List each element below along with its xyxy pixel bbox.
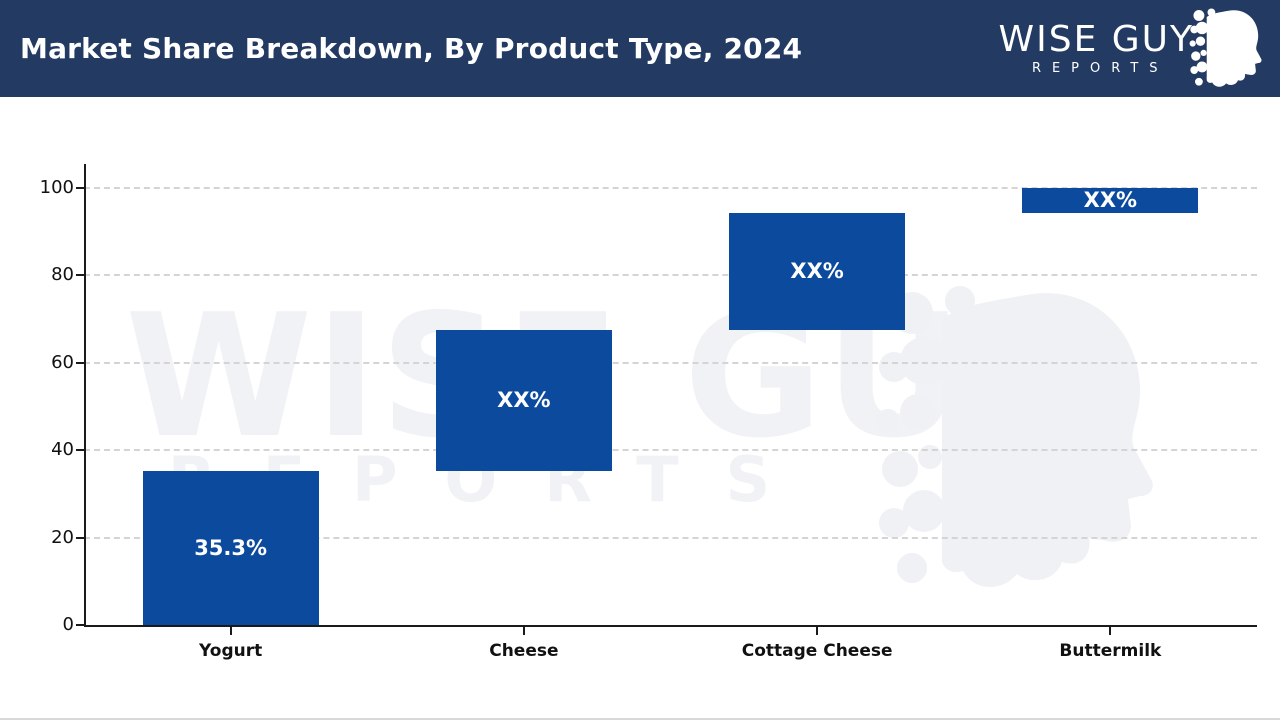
x-axis-line	[84, 625, 1257, 627]
y-tick-mark	[76, 187, 84, 189]
gridline-20	[84, 536, 1257, 539]
y-tick-label: 60	[51, 351, 74, 373]
y-tick-label: 100	[39, 177, 74, 198]
gridline-80	[84, 274, 1257, 277]
bar-value-label: XX%	[790, 259, 844, 284]
x-tick-mark	[816, 627, 819, 635]
y-tick-label: 20	[51, 526, 74, 548]
logo-wordmark: WISE GUY	[998, 18, 1194, 60]
x-category-label-cottage-cheese: Cottage Cheese	[741, 641, 893, 661]
y-tick-label: 40	[51, 439, 74, 461]
gridline-100	[84, 187, 1257, 189]
bar-cottage-cheese: XX%	[729, 212, 906, 330]
watermark-head-icon	[876, 286, 1153, 588]
gridline-60	[84, 361, 1257, 364]
x-tick-mark	[1109, 627, 1112, 635]
y-axis-line	[84, 163, 86, 627]
y-tick-label: 0	[62, 614, 74, 635]
y-tick-mark	[76, 536, 84, 539]
page-title: Market Share Breakdown, By Product Type,…	[20, 32, 803, 65]
x-category-label-buttermilk: Buttermilk	[1059, 641, 1162, 661]
bar-buttermilk: XX%	[1022, 188, 1199, 213]
bar-cheese: XX%	[435, 329, 612, 471]
footer-divider	[0, 718, 1280, 720]
bar-value-label: 35.3%	[194, 535, 268, 560]
logo-text: WISE GUY REPORTS	[998, 18, 1195, 76]
y-tick-mark	[76, 274, 84, 277]
bar-yogurt: 35.3%	[142, 470, 319, 625]
bar-value-label: XX%	[1083, 188, 1138, 213]
y-tick-mark	[76, 361, 84, 364]
bar-value-label: XX%	[497, 388, 551, 413]
x-tick-mark	[522, 627, 525, 635]
gridline-40	[84, 449, 1257, 452]
x-category-label-cheese: Cheese	[489, 641, 559, 661]
x-tick-mark	[229, 627, 232, 635]
y-tick-mark	[76, 449, 84, 452]
x-category-label-yogurt: Yogurt	[199, 641, 263, 661]
chart-area: WISE GUY REPORTS 0 20 40 60 80 100 35.3% Yogurt…	[0, 97, 1280, 718]
header-bar: Market Share Breakdown, By Product Type,…	[0, 0, 1280, 97]
y-tick-mark	[76, 624, 84, 626]
logo-subtitle: REPORTS	[1031, 60, 1169, 76]
wise-guy-reports-logo: WISE GUY REPORTS	[999, 6, 1280, 92]
logo-head-icon	[1189, 7, 1262, 87]
y-tick-label: 80	[51, 264, 74, 286]
